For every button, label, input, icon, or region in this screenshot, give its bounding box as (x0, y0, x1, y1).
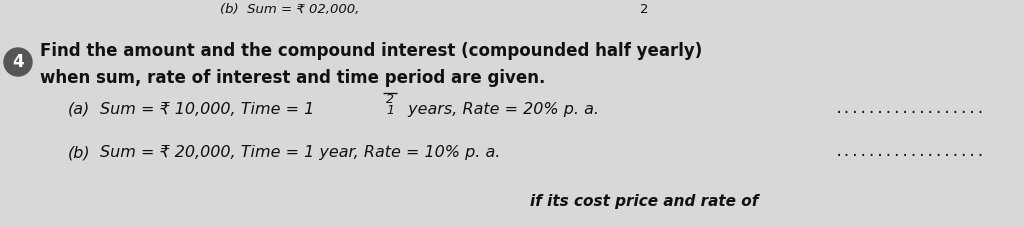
Text: (a): (a) (68, 102, 90, 117)
Text: ..................: .................. (835, 145, 986, 159)
Text: 2: 2 (640, 3, 648, 16)
Text: (b): (b) (68, 145, 91, 160)
Text: 1: 1 (386, 104, 394, 117)
Text: when sum, rate of interest and time period are given.: when sum, rate of interest and time peri… (40, 69, 546, 87)
Text: Find the amount and the compound interest (compounded half yearly): Find the amount and the compound interes… (40, 42, 702, 60)
Circle shape (4, 48, 32, 76)
Text: (b)  Sum = ₹ 02,000,: (b) Sum = ₹ 02,000, (220, 3, 359, 16)
Text: ..................: .................. (835, 102, 986, 116)
Text: 4: 4 (12, 53, 24, 71)
Text: Sum = ₹ 10,000, Time = 1: Sum = ₹ 10,000, Time = 1 (100, 102, 314, 117)
Text: years, Rate = 20% p. a.: years, Rate = 20% p. a. (403, 102, 599, 117)
Text: if its cost price and rate of: if its cost price and rate of (530, 194, 759, 209)
Text: 2: 2 (386, 93, 394, 106)
Text: Sum = ₹ 20,000, Time = 1 year, Rate = 10% p. a.: Sum = ₹ 20,000, Time = 1 year, Rate = 10… (100, 145, 501, 160)
